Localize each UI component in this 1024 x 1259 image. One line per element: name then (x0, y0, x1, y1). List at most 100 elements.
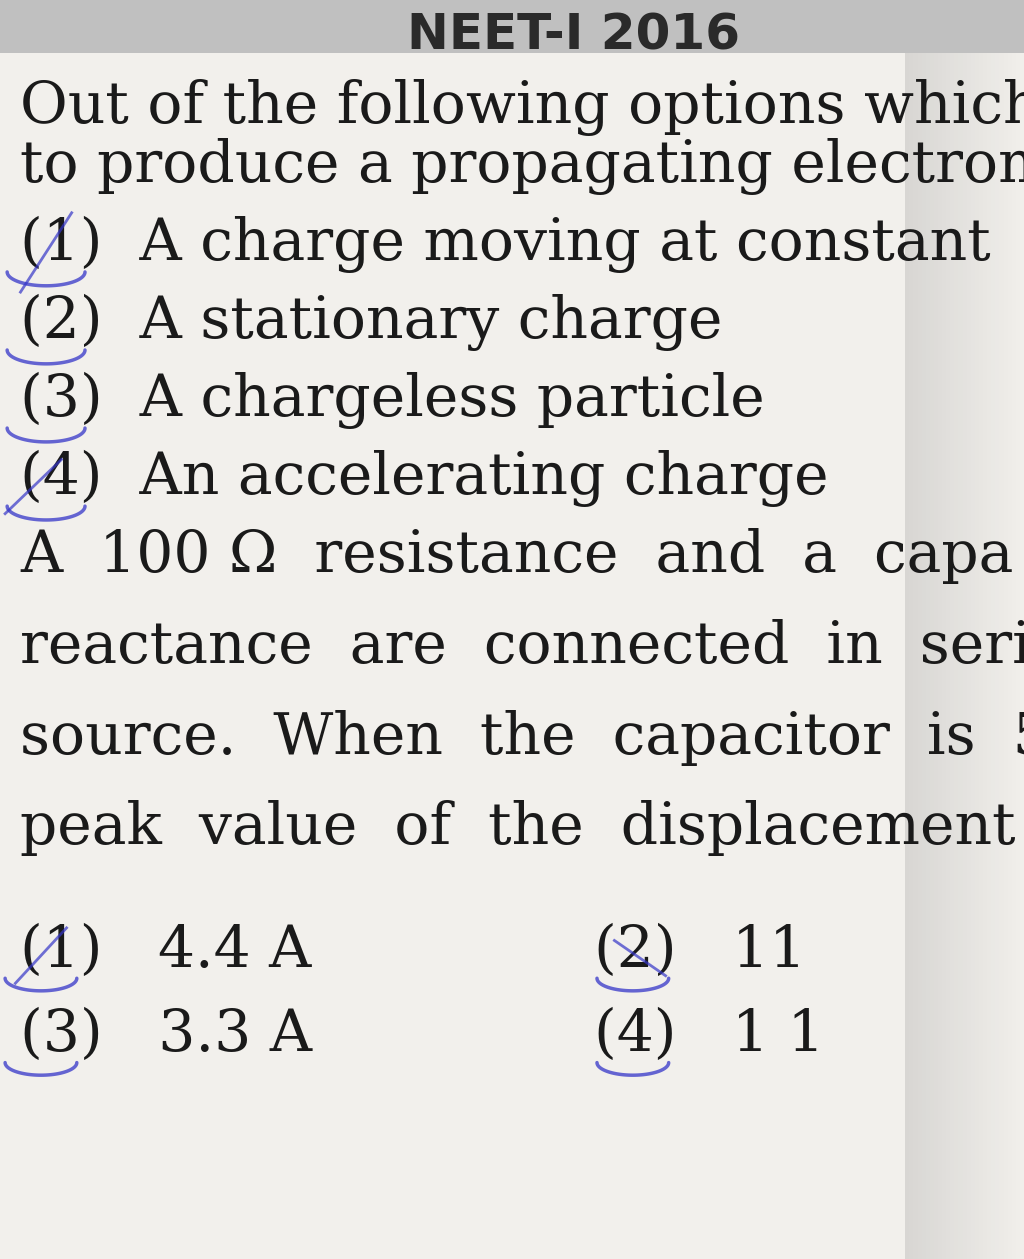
Bar (995, 53, 999, 1259)
Bar (0, 1241, 1024, 1254)
Bar (0, 1243, 1024, 1255)
Bar (0, 1236, 1024, 1249)
Bar (0, 1241, 1024, 1254)
Bar (950, 53, 954, 1259)
Bar (0, 1236, 1024, 1249)
Text: Out of the following options which: Out of the following options which (20, 78, 1024, 136)
Bar (963, 53, 967, 1259)
Text: (1)  A charge moving at constant: (1) A charge moving at constant (20, 215, 991, 273)
Text: (3)  A chargeless particle: (3) A chargeless particle (20, 371, 765, 429)
Bar (0, 1245, 1024, 1258)
Bar (971, 53, 975, 1259)
Bar (0, 1240, 1024, 1253)
Bar (0, 1244, 1024, 1256)
Bar (0, 1239, 1024, 1251)
Bar (0, 1246, 1024, 1259)
Bar (0, 1245, 1024, 1258)
Bar (0, 1245, 1024, 1258)
Bar (946, 53, 950, 1259)
Bar (0, 1244, 1024, 1256)
Bar (0, 1241, 1024, 1254)
Bar (934, 53, 938, 1259)
Bar (979, 53, 983, 1259)
Bar (0, 1240, 1024, 1253)
Bar (1012, 53, 1016, 1259)
Bar (0, 1236, 1024, 1249)
Bar (0, 1244, 1024, 1256)
FancyBboxPatch shape (0, 53, 1024, 1259)
Text: (2)   11: (2) 11 (594, 923, 806, 978)
Text: source.  When  the  capacitor  is  50: source. When the capacitor is 50 (20, 710, 1024, 765)
Bar (0, 1241, 1024, 1254)
Bar (0, 1236, 1024, 1249)
Text: peak  value  of  the  displacement  c: peak value of the displacement c (20, 801, 1024, 856)
Bar (0, 1239, 1024, 1251)
Bar (0, 1238, 1024, 1250)
Bar (0, 1238, 1024, 1250)
Bar (0, 1235, 1024, 1248)
Bar (0, 1235, 1024, 1248)
Bar (0, 1236, 1024, 1249)
Bar (942, 53, 946, 1259)
Bar (0, 1239, 1024, 1251)
Bar (0, 1236, 1024, 1249)
Bar (0, 1241, 1024, 1254)
Bar (0, 1245, 1024, 1258)
Bar (0, 1241, 1024, 1254)
Bar (0, 1238, 1024, 1250)
Bar (0, 1236, 1024, 1249)
Bar (958, 53, 963, 1259)
Bar (983, 53, 987, 1259)
Bar (0, 1234, 1024, 1246)
Bar (0, 1240, 1024, 1253)
Bar (0, 1235, 1024, 1248)
Bar (0, 1235, 1024, 1248)
Bar (0, 1238, 1024, 1250)
Bar (0, 1239, 1024, 1251)
Bar (926, 53, 930, 1259)
Bar (1008, 53, 1012, 1259)
Bar (0, 1241, 1024, 1254)
Bar (0, 1235, 1024, 1248)
Bar (0, 1235, 1024, 1248)
Bar (0, 1239, 1024, 1251)
Text: to produce a propagating electrom: to produce a propagating electrom (20, 137, 1024, 195)
Bar (918, 53, 922, 1259)
Bar (0, 1235, 1024, 1248)
Bar (909, 53, 913, 1259)
Text: (3)   3.3 A: (3) 3.3 A (20, 1007, 312, 1063)
Bar (0, 1245, 1024, 1258)
Text: reactance  are  connected  in  series: reactance are connected in series (20, 619, 1024, 675)
Text: (4)  An accelerating charge: (4) An accelerating charge (20, 449, 829, 507)
Text: (2)  A stationary charge: (2) A stationary charge (20, 293, 723, 351)
Bar (0, 1240, 1024, 1253)
Bar (0, 1239, 1024, 1251)
Bar (0, 1243, 1024, 1255)
Bar (0, 1239, 1024, 1251)
Bar (0, 1244, 1024, 1256)
Bar (0, 1246, 1024, 1259)
Bar (0, 1245, 1024, 1258)
Bar (0, 1235, 1024, 1248)
Bar (0, 1244, 1024, 1256)
Bar (0, 1244, 1024, 1256)
Bar (0, 1240, 1024, 1253)
Text: (1)   4.4 A: (1) 4.4 A (20, 923, 312, 978)
Bar (0, 1244, 1024, 1256)
Bar (0, 1240, 1024, 1253)
Bar (0, 1241, 1024, 1254)
Bar (0, 1238, 1024, 1250)
Bar (0, 1240, 1024, 1253)
Text: A  100 Ω  resistance  and  a  capa: A 100 Ω resistance and a capa (20, 529, 1014, 584)
Bar (0, 1236, 1024, 1249)
Bar (0, 1244, 1024, 1256)
Bar (0, 1238, 1024, 1250)
Bar (0, 1241, 1024, 1254)
Bar (0, 1244, 1024, 1256)
Bar (1004, 53, 1008, 1259)
Bar (0, 1236, 1024, 1249)
Bar (0, 1235, 1024, 1248)
Bar (0, 1243, 1024, 1255)
Bar (0, 1245, 1024, 1258)
Bar (930, 53, 934, 1259)
